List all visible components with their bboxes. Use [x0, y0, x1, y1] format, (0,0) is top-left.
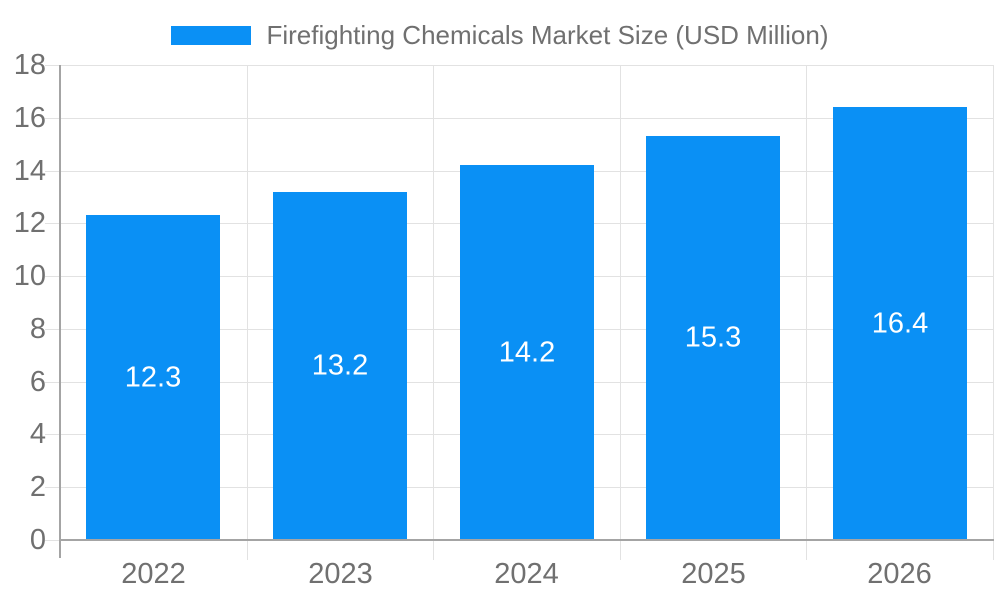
- gridline-vertical: [620, 65, 621, 560]
- bar-value-label: 15.3: [684, 321, 742, 354]
- bar: 12.3: [86, 215, 220, 540]
- y-axis-tick: [45, 65, 60, 66]
- gridline-horizontal: [60, 65, 993, 66]
- y-tick-label: 0: [29, 524, 46, 556]
- y-tick-label: 12: [13, 207, 46, 239]
- y-tick-label: 8: [29, 313, 46, 345]
- bar-value-label: 12.3: [124, 361, 182, 393]
- bar-value-label: 14.2: [498, 336, 556, 368]
- y-tick-label: 10: [13, 260, 46, 292]
- gridline-vertical: [993, 65, 994, 560]
- y-tick-label: 14: [13, 155, 46, 187]
- x-tick-label: 2024: [494, 558, 559, 590]
- legend[interactable]: Firefighting Chemicals Market Size (USD …: [0, 20, 1000, 50]
- bar-value-label: 16.4: [871, 307, 929, 339]
- y-tick-label: 4: [29, 418, 46, 450]
- bar: 14.2: [460, 165, 594, 540]
- y-axis-tick: [45, 434, 60, 435]
- x-tick-label: 2023: [308, 558, 373, 590]
- gridline-vertical: [433, 65, 434, 560]
- y-axis-tick: [45, 329, 60, 330]
- y-axis-tick: [45, 223, 60, 224]
- bar: 13.2: [273, 192, 407, 540]
- y-axis-tick: [45, 276, 60, 277]
- y-axis-tick: [45, 540, 60, 541]
- gridline-vertical: [806, 65, 807, 560]
- y-tick-label: 18: [13, 49, 46, 81]
- gridline-horizontal: [60, 118, 993, 119]
- x-tick-label: 2026: [867, 558, 932, 590]
- y-axis-line: [59, 65, 61, 558]
- y-tick-label: 6: [29, 366, 46, 398]
- bar-value-label: 13.2: [311, 349, 369, 382]
- legend-swatch: [171, 25, 252, 45]
- y-axis-tick: [45, 487, 60, 488]
- y-tick-label: 16: [13, 102, 46, 134]
- y-axis-tick: [45, 171, 60, 172]
- x-tick-label: 2025: [681, 558, 746, 590]
- y-tick-label: 2: [29, 471, 46, 503]
- bar: 15.3: [646, 136, 780, 540]
- x-tick-label: 2022: [121, 558, 186, 590]
- chart-title: Firefighting Chemicals Market Size (USD …: [266, 19, 829, 50]
- bar: 16.4: [833, 107, 967, 540]
- y-axis-tick: [45, 118, 60, 119]
- y-axis-tick: [45, 382, 60, 383]
- x-axis-line: [59, 539, 994, 541]
- gridline-vertical: [247, 65, 248, 560]
